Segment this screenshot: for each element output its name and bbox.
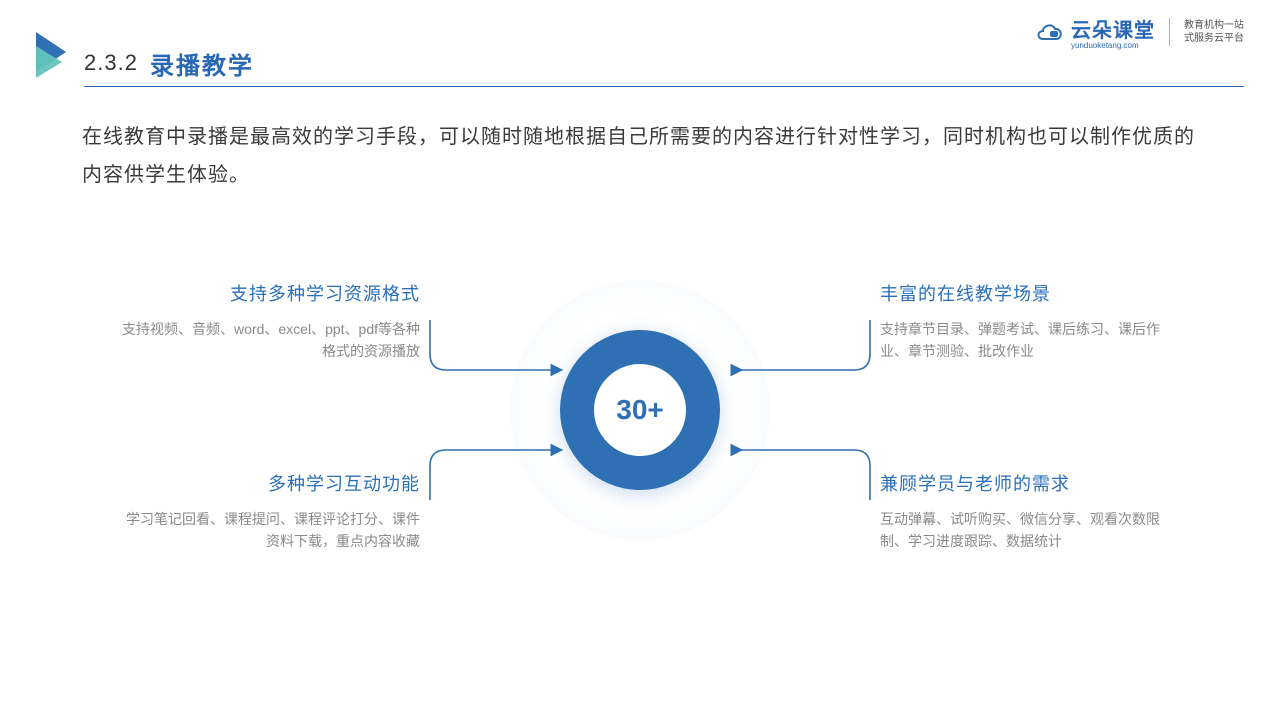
brand-logo: 云朵课堂 yunduoketang.com 教育机构一站 式服务云平台 [1035, 14, 1244, 50]
feature-title: 支持多种学习资源格式 [120, 280, 420, 306]
donut-label: 30+ [616, 394, 664, 426]
feature-title: 丰富的在线教学场景 [880, 280, 1180, 306]
intro-paragraph: 在线教育中录播是最高效的学习手段，可以随时随地根据自己所需要的内容进行针对性学习… [82, 118, 1198, 194]
feature-desc: 支持视频、音频、word、excel、ppt、pdf等各种格式的资源播放 [120, 318, 420, 362]
feature-top-left: 支持多种学习资源格式 支持视频、音频、word、excel、ppt、pdf等各种… [120, 280, 420, 362]
brand-url: yunduoketang.com [1071, 41, 1155, 50]
section-title: 录播教学 [150, 46, 254, 81]
feature-top-right: 丰富的在线教学场景 支持章节目录、弹题考试、课后练习、课后作业、章节测验、批改作… [880, 280, 1180, 362]
section-number: 2.3.2 [84, 50, 138, 76]
donut-inner: 30+ [594, 364, 686, 456]
header-underline [84, 86, 1244, 87]
play-triangle-icon [36, 32, 70, 84]
brand-name: 云朵课堂 [1071, 20, 1155, 42]
feature-bottom-right: 兼顾学员与老师的需求 互动弹幕、试听购买、微信分享、观看次数限制、学习进度跟踪、… [880, 470, 1180, 552]
brand-tagline-l1: 教育机构一站 [1184, 19, 1244, 32]
feature-desc: 学习笔记回看、课程提问、课程评论打分、课件资料下载，重点内容收藏 [120, 508, 420, 552]
feature-desc: 互动弹幕、试听购买、微信分享、观看次数限制、学习进度跟踪、数据统计 [880, 508, 1180, 552]
cloud-icon [1035, 21, 1063, 43]
feature-diagram: 30+ 支持多种学习资源格式 支持视频、音频、word、excel、ppt、pd… [0, 250, 1280, 670]
center-donut: 30+ [510, 280, 770, 540]
logo-divider [1169, 18, 1170, 46]
brand-tagline-l2: 式服务云平台 [1184, 32, 1244, 45]
feature-title: 兼顾学员与老师的需求 [880, 470, 1180, 496]
feature-bottom-left: 多种学习互动功能 学习笔记回看、课程提问、课程评论打分、课件资料下载，重点内容收… [120, 470, 420, 552]
brand-tagline: 教育机构一站 式服务云平台 [1184, 19, 1244, 45]
feature-desc: 支持章节目录、弹题考试、课后练习、课后作业、章节测验、批改作业 [880, 318, 1180, 362]
feature-title: 多种学习互动功能 [120, 470, 420, 496]
